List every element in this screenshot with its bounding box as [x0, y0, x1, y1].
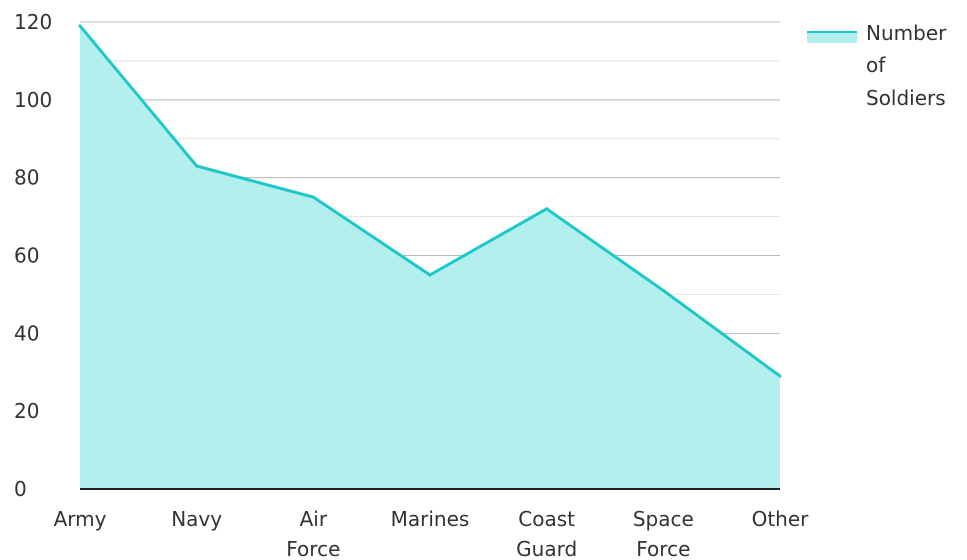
- x-tick-label: Navy: [171, 507, 222, 531]
- x-axis-ticks: Army Navy Air Force Marines Coast Guard Space Fo…: [54, 507, 810, 560]
- y-tick-label: 100: [14, 88, 52, 112]
- y-tick-label: 0: [14, 477, 27, 501]
- legend-label: Number of Soldiers: [866, 21, 953, 110]
- y-tick-label: 40: [14, 321, 39, 345]
- x-tick-label: Other: [752, 507, 810, 531]
- data-point-space-force: [661, 289, 665, 293]
- data-point-other: [778, 374, 782, 378]
- y-tick-label: 80: [14, 166, 39, 190]
- data-point-coast-guard: [545, 207, 549, 211]
- x-tick-label: Marines: [391, 507, 470, 531]
- series-area-number-of-soldiers: [80, 25, 780, 490]
- x-tick-label: Coast Guard: [516, 507, 577, 560]
- data-point-army: [78, 24, 82, 28]
- x-tick-label: Army: [54, 507, 107, 531]
- x-tick-label: Air Force: [286, 507, 340, 560]
- legend-swatch-fill: [807, 33, 857, 43]
- legend[interactable]: Number of Soldiers: [807, 21, 953, 110]
- data-point-marines: [428, 273, 432, 277]
- y-tick-label: 120: [14, 10, 52, 34]
- y-axis-ticks: 0 20 40 60 80 100 120: [14, 10, 52, 501]
- x-tick-label: Space Force: [633, 507, 694, 560]
- data-point-air-force: [311, 195, 315, 199]
- y-tick-label: 60: [14, 244, 39, 268]
- data-point-navy: [195, 164, 199, 168]
- y-tick-label: 20: [14, 399, 39, 423]
- data-points: [78, 24, 782, 378]
